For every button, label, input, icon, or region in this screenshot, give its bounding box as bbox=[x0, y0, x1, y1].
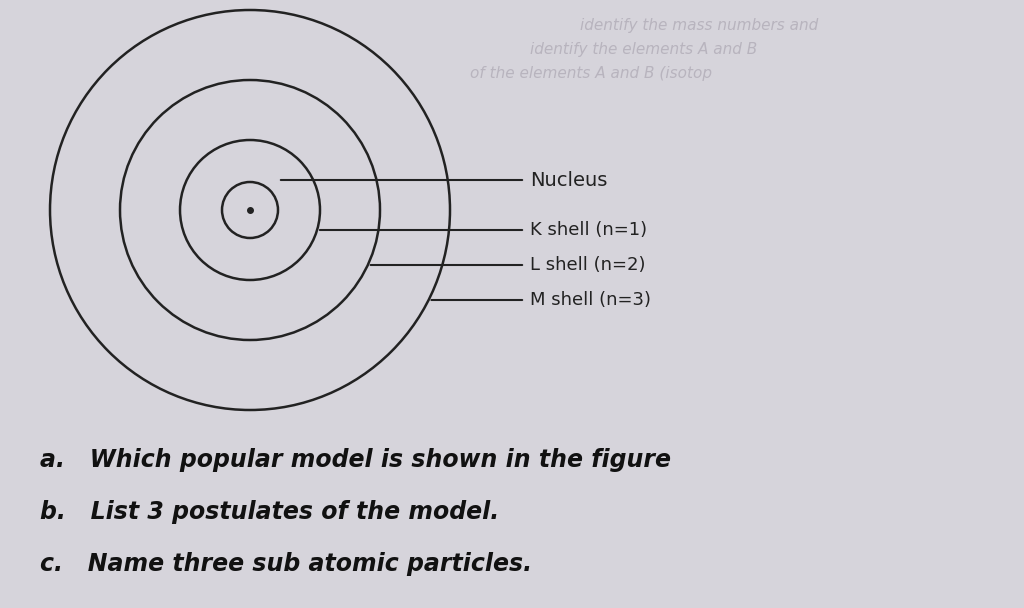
Text: c.   Name three sub atomic particles.: c. Name three sub atomic particles. bbox=[40, 552, 532, 576]
Text: K shell (n=1): K shell (n=1) bbox=[530, 221, 647, 239]
Text: M shell (n=3): M shell (n=3) bbox=[530, 291, 651, 309]
Text: identify the mass numbers and: identify the mass numbers and bbox=[580, 18, 818, 33]
Text: of the elements A and B (isotop: of the elements A and B (isotop bbox=[470, 66, 712, 81]
Text: a.   Which popular model is shown in the figure: a. Which popular model is shown in the f… bbox=[40, 448, 671, 472]
Text: Nucleus: Nucleus bbox=[530, 170, 607, 190]
Text: b.   List 3 postulates of the model.: b. List 3 postulates of the model. bbox=[40, 500, 500, 524]
Text: identify the elements A and B: identify the elements A and B bbox=[530, 42, 758, 57]
Text: L shell (n=2): L shell (n=2) bbox=[530, 256, 645, 274]
